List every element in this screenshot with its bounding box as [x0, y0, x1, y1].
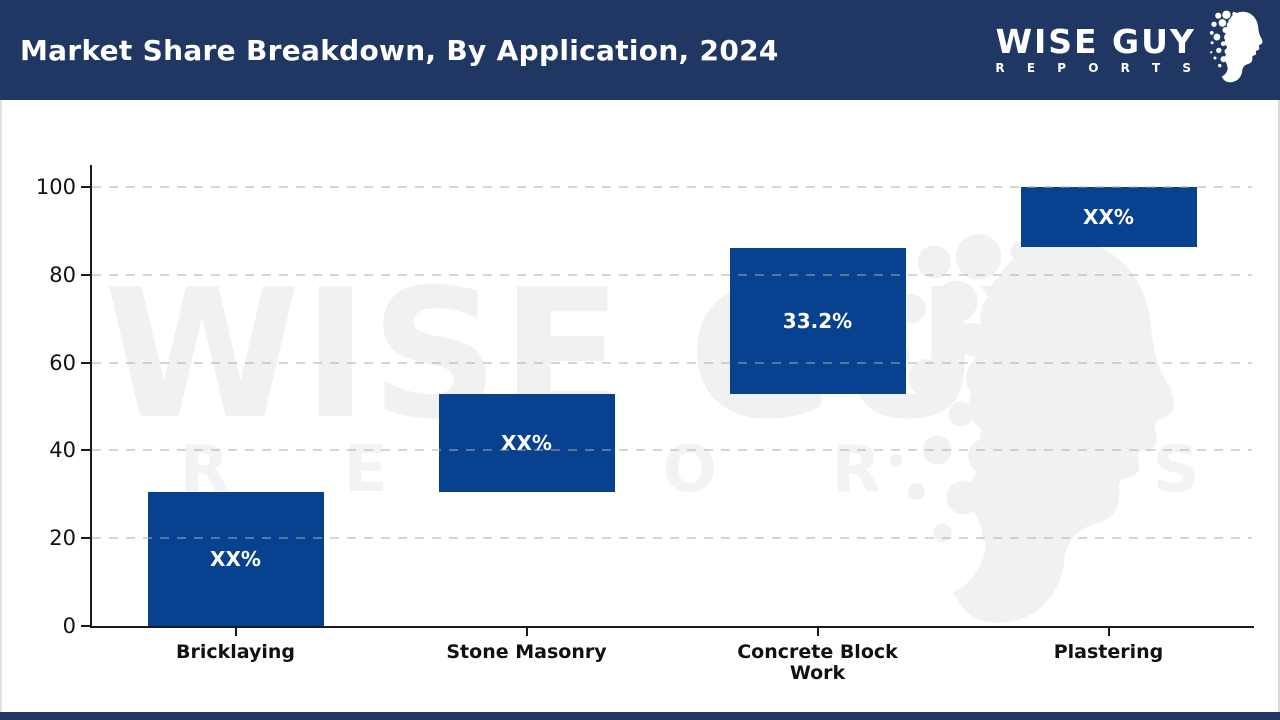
brand-logo: WISE GUY R E P O R T S [991, 0, 1264, 100]
y-tick-mark-40 [81, 449, 90, 452]
y-axis-line [90, 165, 92, 626]
gridline-60 [92, 361, 1252, 364]
bar-stone-masonry: XX% [438, 393, 615, 493]
y-tick-mark-100 [81, 186, 90, 188]
y-tick-mark-60 [81, 361, 90, 364]
bar-bricklaying: XX% [147, 492, 324, 626]
y-tick-mark-20 [81, 537, 90, 540]
y-tick-mark-80 [81, 273, 90, 276]
wise-guy-face-icon [1209, 10, 1263, 83]
x-tick-label-plastering: Plastering [1053, 641, 1164, 663]
logo-subtitle: R E P O R T S [995, 61, 1200, 76]
y-tick-label-20: 20 [49, 526, 76, 551]
gridline-40 [92, 449, 1252, 452]
bar-value-label: 33.2% [782, 308, 853, 333]
x-tick-label-bricklaying: Bricklaying [175, 641, 296, 663]
x-tick-mark-2 [525, 628, 528, 636]
gridline-20 [92, 537, 1252, 540]
logo-wordmark: WISE GUY [995, 21, 1196, 61]
page-title: Market Share Breakdown, By Application, … [20, 33, 779, 67]
brand-logo-text: WISE GUY R E P O R T S [991, 21, 1200, 76]
bar-value-label: XX% [1083, 205, 1134, 230]
x-tick-label-stone-masonry: Stone Masonry [446, 641, 607, 663]
plot-area: XX% XX% 33.2% XX% 0 20 40 60 80 100 Bricklaying S… [36, 165, 1254, 684]
bar-value-label: XX% [210, 547, 261, 572]
footer-bar [0, 712, 1280, 720]
gridline-80 [92, 273, 1252, 276]
header-bar: Market Share Breakdown, By Application, … [0, 0, 1280, 100]
x-tick-mark-3 [816, 628, 819, 636]
y-tick-mark-0 [81, 625, 90, 627]
x-tick-mark-1 [234, 628, 237, 636]
x-axis-line [90, 626, 1254, 628]
y-tick-label-80: 80 [49, 262, 76, 287]
gridline-100 [92, 186, 1252, 188]
x-tick-label-concrete-block-work: Concrete Block Work [737, 641, 898, 684]
bar-concrete-block-work: 33.2% [729, 248, 906, 394]
x-tick-mark-4 [1107, 628, 1110, 636]
y-tick-label-60: 60 [49, 350, 76, 375]
y-tick-label-100: 100 [35, 175, 76, 199]
y-tick-label-0: 0 [62, 614, 76, 638]
y-tick-label-40: 40 [49, 438, 76, 463]
bar-plastering: XX% [1020, 187, 1197, 248]
chart-area: WISE GUY R E P O R T S [0, 100, 1280, 712]
